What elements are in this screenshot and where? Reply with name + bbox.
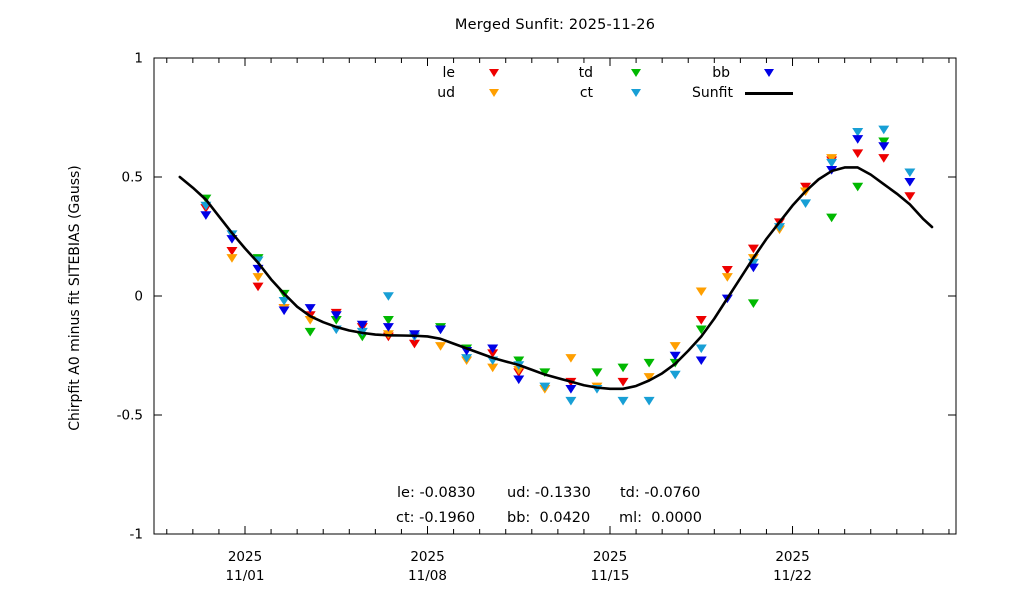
le-triangle-icon bbox=[489, 69, 499, 77]
svg-text:-0.5: -0.5 bbox=[117, 408, 143, 424]
svg-text:0: 0 bbox=[134, 289, 143, 305]
svg-text:2025: 2025 bbox=[775, 549, 809, 565]
ud-triangle-icon bbox=[489, 89, 499, 97]
chart-title: Merged Sunfit: 2025-11-26 bbox=[454, 17, 656, 33]
svg-text:2025: 2025 bbox=[228, 549, 262, 565]
td-triangle-icon bbox=[631, 69, 641, 77]
sunfit-line-icon bbox=[745, 92, 793, 95]
legend-label-bb: bb bbox=[712, 65, 730, 81]
stat-ct: ct: -0.1960 bbox=[396, 510, 476, 526]
svg-text:11/22: 11/22 bbox=[773, 568, 812, 584]
svg-text:2025: 2025 bbox=[410, 549, 444, 565]
legend-label-ud: ud bbox=[437, 85, 455, 101]
bb-triangle-icon bbox=[764, 69, 774, 77]
stat-le: le: -0.0830 bbox=[397, 485, 476, 501]
svg-text:11/15: 11/15 bbox=[591, 568, 630, 584]
svg-text:11/08: 11/08 bbox=[408, 568, 447, 584]
legend-label-td: td bbox=[578, 65, 593, 81]
legend-label-le: le bbox=[442, 65, 455, 81]
svg-text:0.5: 0.5 bbox=[122, 170, 143, 186]
svg-text:-1: -1 bbox=[130, 527, 143, 543]
ct-triangle-icon bbox=[631, 89, 641, 97]
svg-text:1: 1 bbox=[134, 51, 143, 67]
stat-ml: ml: 0.0000 bbox=[619, 510, 702, 526]
svg-text:2025: 2025 bbox=[593, 549, 627, 565]
stat-td: td: -0.0760 bbox=[620, 485, 701, 501]
stat-ud: ud: -0.1330 bbox=[507, 485, 591, 501]
stat-bb: bb: 0.0420 bbox=[507, 510, 591, 526]
legend-label-sunfit: Sunfit bbox=[692, 85, 733, 101]
legend-label-ct: ct bbox=[579, 85, 593, 101]
svg-text:11/01: 11/01 bbox=[226, 568, 265, 584]
